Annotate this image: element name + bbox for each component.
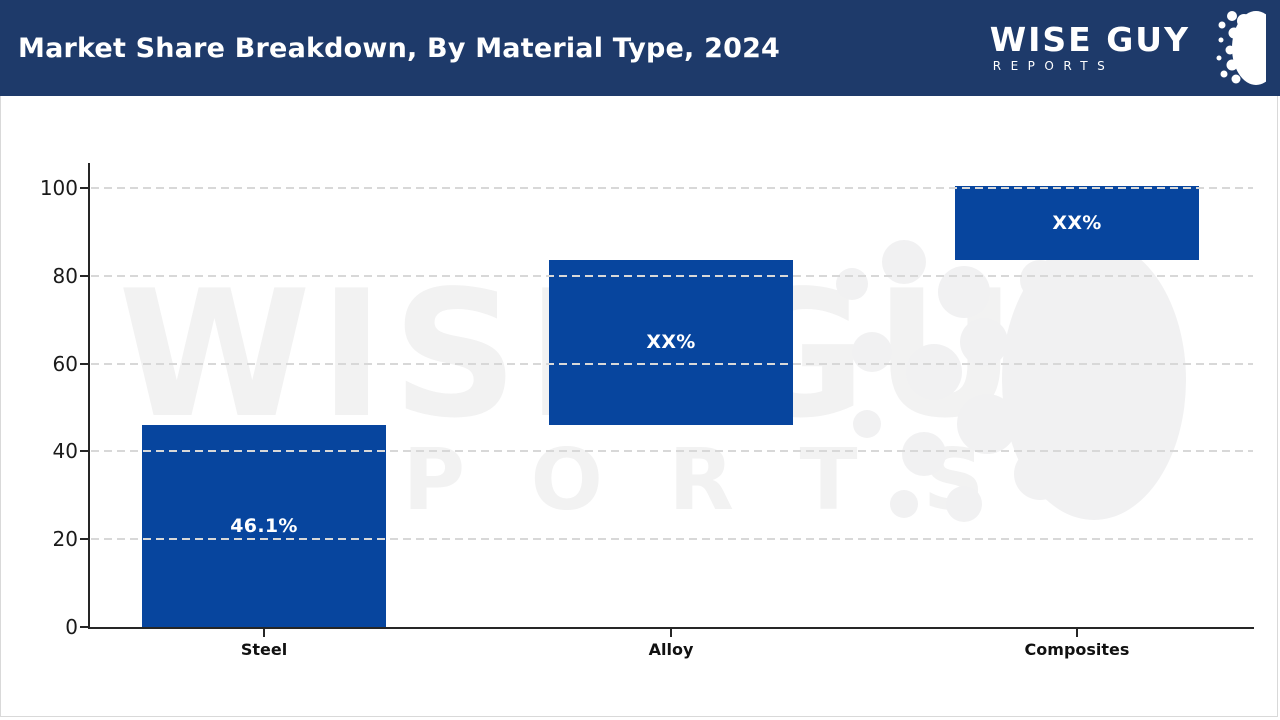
logo-wordmark: WISE GUY	[989, 20, 1190, 59]
bar-composites: XX%	[955, 185, 1199, 260]
x-axis-line	[88, 627, 1254, 629]
x-category-label-composites: Composites	[1024, 640, 1130, 659]
logo-subtitle: REPORTS	[992, 59, 1115, 73]
y-tick-mark	[80, 274, 88, 277]
bar-steel: 46.1%	[142, 424, 386, 627]
y-tick-label: 0	[65, 615, 78, 639]
y-tick-label: 60	[52, 351, 78, 376]
gridline-40	[91, 450, 1253, 453]
bar-alloy: XX%	[549, 259, 793, 425]
y-tick-label: 40	[52, 439, 78, 464]
bar-value-label: 46.1%	[230, 514, 298, 537]
x-category-label-alloy: Alloy	[648, 640, 694, 659]
header-bar: Market Share Breakdown, By Material Type…	[0, 0, 1280, 96]
y-tick-label: 80	[52, 263, 78, 288]
y-tick-mark	[80, 187, 88, 189]
y-tick-mark	[80, 538, 88, 541]
y-tick-label: 100	[39, 176, 78, 200]
x-tick-mark	[670, 629, 672, 637]
page-title: Market Share Breakdown, By Material Type…	[18, 32, 781, 64]
face-watermark-icon	[836, 240, 1186, 522]
bar-value-label: XX%	[1052, 211, 1102, 234]
gridline-80	[91, 274, 1253, 277]
y-axis-line	[88, 163, 90, 629]
gridline-20	[91, 538, 1253, 541]
gridline-100	[91, 187, 1253, 189]
bar-value-label: XX%	[646, 331, 696, 354]
x-tick-mark	[263, 629, 265, 637]
wiseguy-face-logo-icon	[1216, 11, 1266, 85]
y-tick-label: 20	[52, 527, 78, 552]
wiseguy-logo: WISE GUY REPORTS	[990, 8, 1280, 88]
x-tick-mark	[1076, 629, 1078, 637]
x-category-label-steel: Steel	[240, 640, 288, 659]
y-tick-mark	[80, 362, 88, 365]
y-tick-mark	[80, 450, 88, 453]
y-tick-mark	[80, 626, 88, 628]
gridline-60	[91, 362, 1253, 365]
